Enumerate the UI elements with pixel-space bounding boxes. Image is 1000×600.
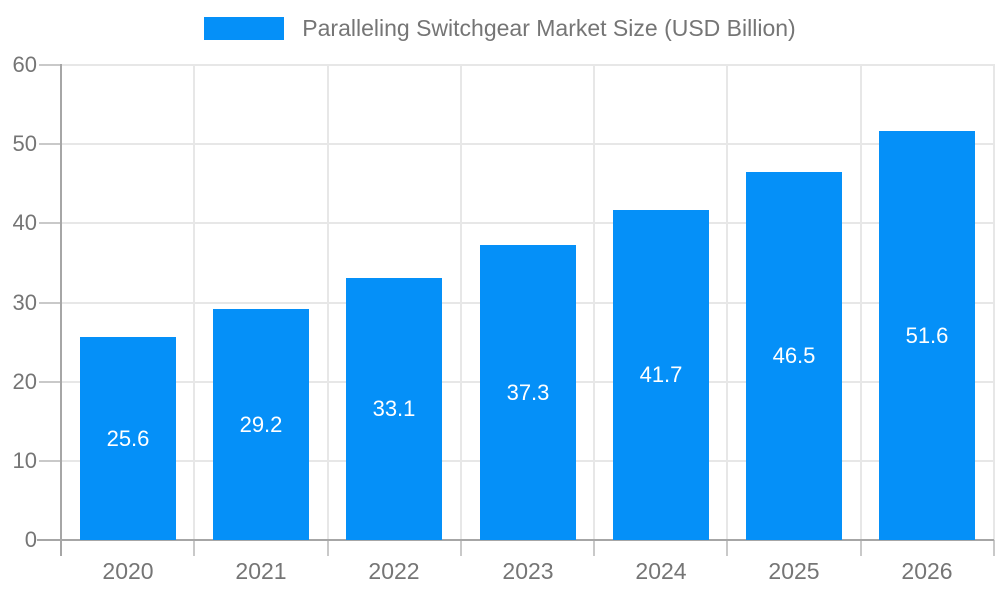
bar-value-label: 46.5: [772, 343, 816, 368]
bar-2024[interactable]: [613, 210, 709, 540]
x-tick-mark: [993, 540, 995, 556]
bar-value-label: 41.7: [639, 362, 683, 387]
legend[interactable]: Paralleling Switchgear Market Size (USD …: [0, 8, 1000, 48]
gridline-vertical: [993, 64, 995, 540]
bar-2021[interactable]: [213, 309, 309, 540]
x-axis-label: 2021: [235, 558, 287, 584]
bar-value-label: 37.3: [506, 380, 550, 405]
gridline-vertical: [593, 64, 595, 540]
bar-2025[interactable]: [746, 172, 842, 540]
gridline-vertical: [460, 64, 462, 540]
x-tick-mark: [860, 540, 862, 556]
y-tick-mark: [39, 143, 61, 145]
gridline-vertical: [327, 64, 329, 540]
bar-2020[interactable]: [80, 337, 176, 540]
x-axis-label: 2020: [102, 558, 154, 584]
x-axis-label: 2026: [901, 558, 953, 584]
x-tick-mark: [460, 540, 462, 556]
bar-value-label: 29.2: [239, 412, 283, 437]
y-tick-mark: [39, 64, 61, 66]
y-tick-mark: [39, 302, 61, 304]
x-axis-label: 2022: [368, 558, 420, 584]
y-axis-label: 30: [12, 290, 37, 315]
x-axis-label: 2024: [635, 558, 687, 584]
x-tick-mark: [193, 540, 195, 556]
bar-2023[interactable]: [480, 245, 576, 540]
gridline-horizontal: [61, 143, 994, 145]
y-axis-label: 40: [12, 210, 37, 235]
y-tick-mark: [39, 222, 61, 224]
bar-2022[interactable]: [346, 278, 442, 540]
y-tick-mark: [39, 381, 61, 383]
y-axis-line: [60, 64, 62, 556]
x-axis-label: 2025: [768, 558, 820, 584]
x-axis-label: 2023: [502, 558, 554, 584]
y-axis-label: 10: [12, 448, 37, 473]
chart-title: Paralleling Switchgear Market Size (USD …: [302, 14, 796, 41]
bar-value-label: 51.6: [905, 323, 949, 348]
gridline-vertical: [193, 64, 195, 540]
gridline-horizontal: [61, 222, 994, 224]
y-axis-label: 60: [12, 52, 37, 77]
x-tick-mark: [593, 540, 595, 556]
bar-2026[interactable]: [879, 131, 975, 540]
bar-value-label: 25.6: [106, 426, 150, 451]
y-axis-label: 20: [12, 369, 37, 394]
gridline-vertical: [726, 64, 728, 540]
y-axis-label: 50: [12, 131, 37, 156]
y-tick-mark: [39, 460, 61, 462]
gridline-horizontal: [61, 64, 994, 66]
legend-swatch: [204, 16, 285, 40]
y-axis-label: 0: [24, 527, 37, 552]
x-tick-mark: [726, 540, 728, 556]
x-tick-mark: [327, 540, 329, 556]
x-axis-line: [37, 539, 994, 541]
bar-value-label: 33.1: [372, 396, 416, 421]
gridline-vertical: [860, 64, 862, 540]
